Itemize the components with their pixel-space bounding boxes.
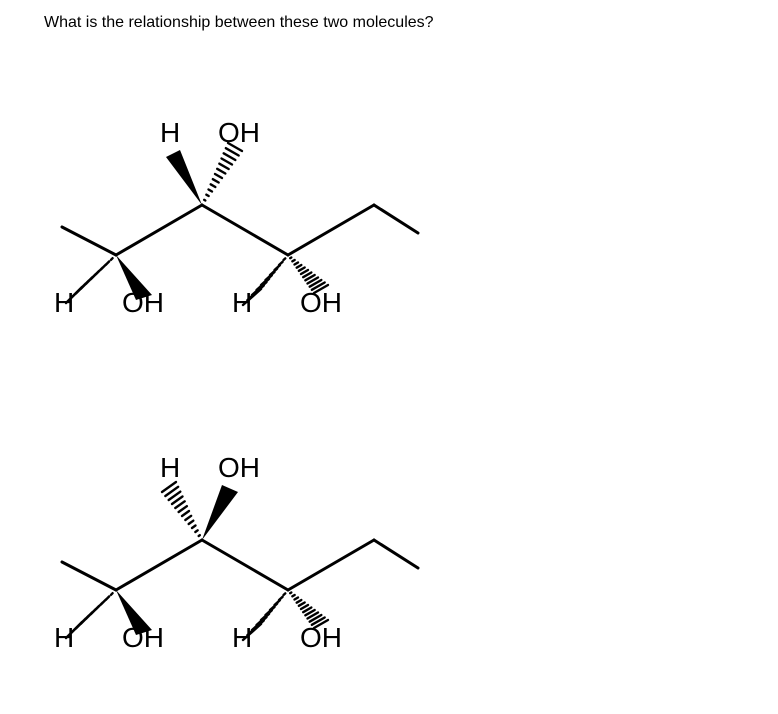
atom-label: H [160,452,180,484]
atom-label: OH [218,117,260,149]
atom-label: OH [122,622,164,654]
molecule-bottom: H OH H OH H OH [50,430,430,655]
atom-label: H [232,622,252,654]
molecule-top: H OH H OH H OH [50,95,430,320]
atom-label: H [160,117,180,149]
atom-label: H [54,287,74,319]
atom-label: H [54,622,74,654]
question-text: What is the relationship between these t… [44,14,434,32]
atom-label: OH [218,452,260,484]
atom-label: H [232,287,252,319]
atom-label: OH [122,287,164,319]
atom-label: OH [300,622,342,654]
atom-label: OH [300,287,342,319]
